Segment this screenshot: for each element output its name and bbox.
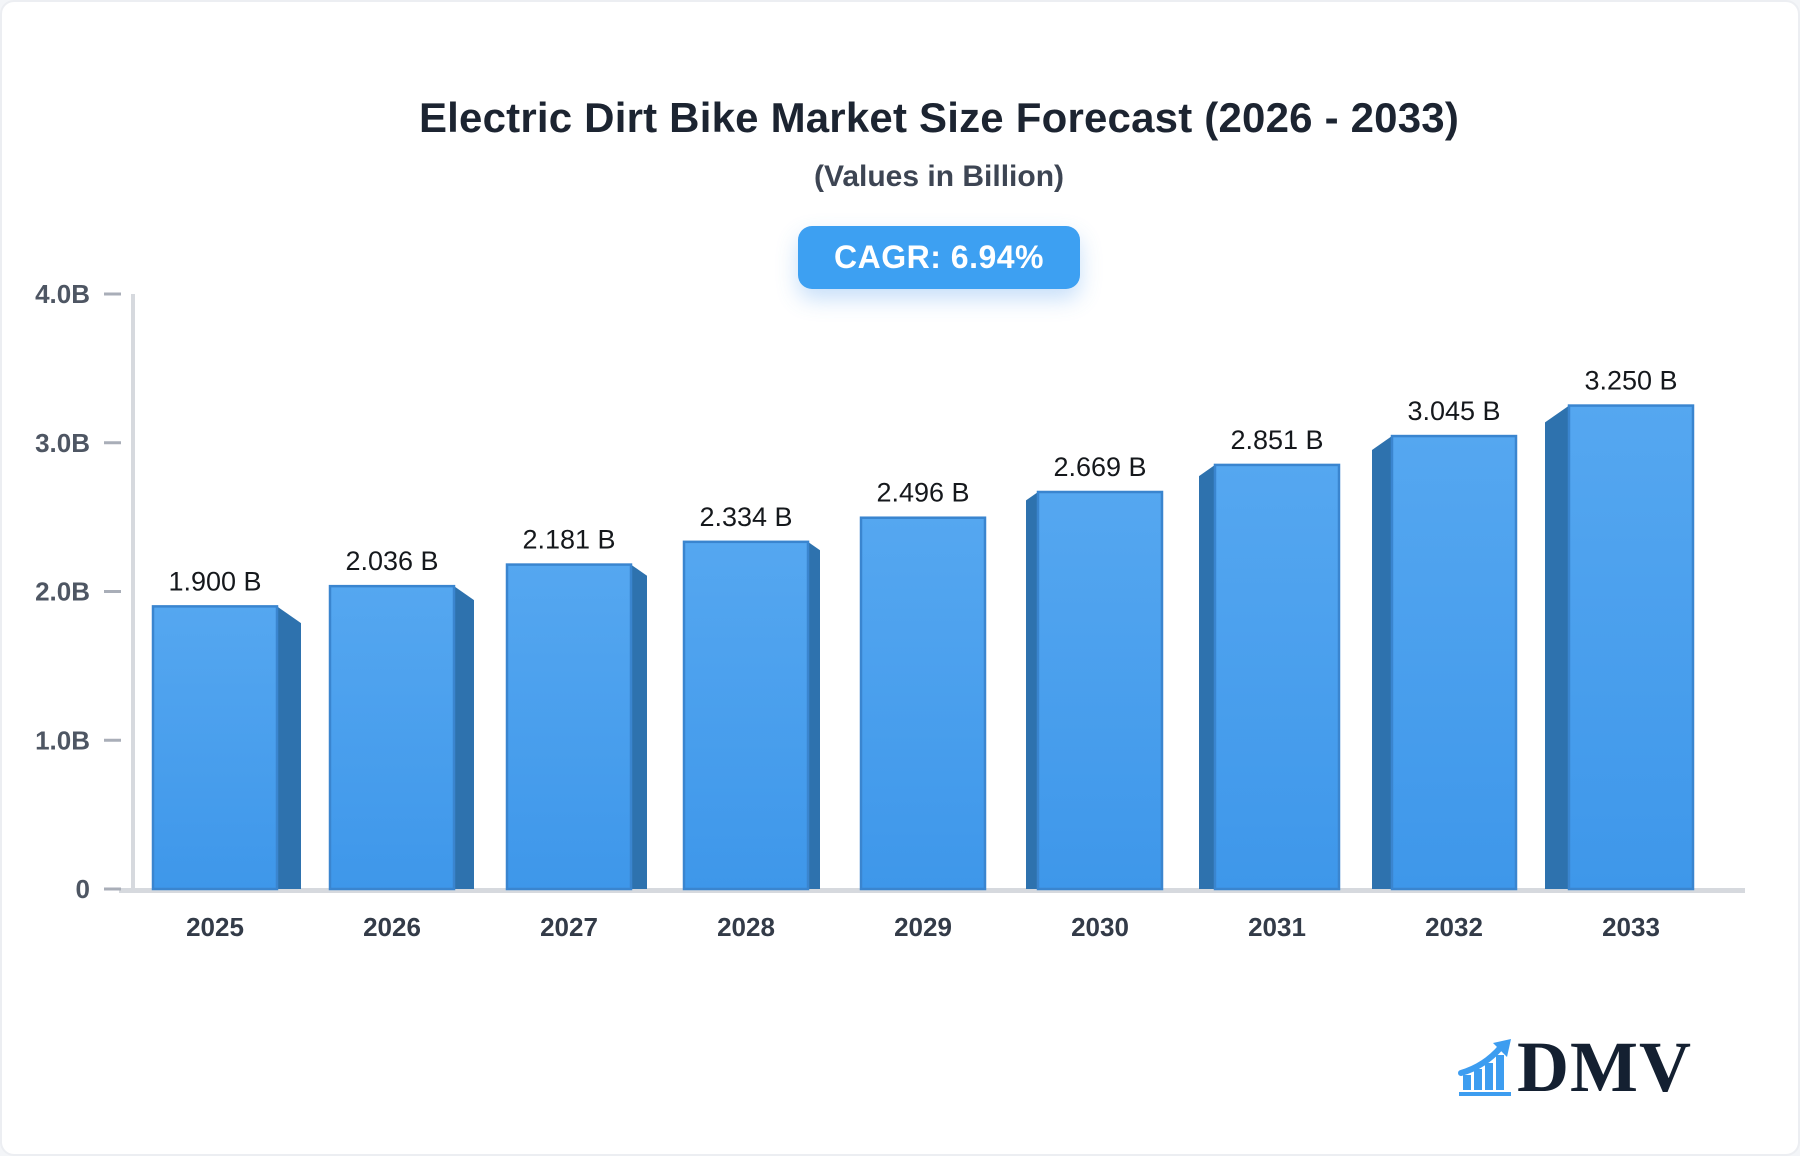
- bar-front-face: [328, 584, 456, 891]
- bar-value-label: 2.496 B: [876, 478, 969, 508]
- bar-value-label: 2.851 B: [1230, 425, 1323, 455]
- bar-front-face: [859, 516, 987, 891]
- bar-front-face: [505, 563, 633, 891]
- chart-subtitle: (Values in Billion): [813, 160, 1065, 193]
- x-axis-label: 2028: [717, 912, 775, 942]
- bar-front-face: [1036, 490, 1164, 891]
- x-axis-label: 2030: [1071, 912, 1129, 942]
- bar-2033: [1545, 404, 1695, 891]
- x-axis-label: 2025: [186, 912, 244, 942]
- bar-side-face: [1199, 464, 1215, 889]
- bar-2031: [1199, 463, 1341, 891]
- bar-value-label: 2.669 B: [1053, 452, 1146, 482]
- bar-front-face: [682, 540, 810, 891]
- bar-value-label: 2.181 B: [522, 525, 615, 555]
- y-axis-tick-label: 1.0B: [35, 725, 90, 755]
- bar-2025: [151, 605, 301, 891]
- bar-side-face: [808, 541, 820, 889]
- axes-layer: 0 1.0B 2.0B 3.0B 4.0B: [35, 279, 1745, 904]
- y-axis-tick-label: 4.0B: [35, 279, 90, 309]
- bar-value-label: 3.045 B: [1407, 396, 1500, 426]
- labels-layer: 1.900 B 2025 2.036 B 2026 2.181 B 2027 2.334 B…: [168, 366, 1677, 942]
- bar-front-face: [1213, 463, 1341, 891]
- x-axis-label: 2032: [1425, 912, 1483, 942]
- bar-2028: [682, 540, 820, 891]
- bar-value-label: 3.250 B: [1584, 366, 1677, 396]
- bar-value-label: 1.900 B: [168, 566, 261, 596]
- x-axis-label: 2031: [1248, 912, 1306, 942]
- bar-2027: [505, 563, 647, 891]
- bar-value-label: 2.334 B: [699, 502, 792, 532]
- bar-side-face: [454, 586, 474, 889]
- cagr-badge-row: CAGR: 6.94%: [133, 226, 1745, 289]
- bar-side-face: [631, 564, 647, 889]
- bar-front-face: [1567, 404, 1695, 891]
- x-axis-label: 2026: [363, 912, 421, 942]
- x-axis-label: 2033: [1602, 912, 1660, 942]
- bar-side-face: [1372, 436, 1392, 889]
- x-axis-label: 2027: [540, 912, 598, 942]
- cagr-badge: CAGR: 6.94%: [798, 226, 1080, 289]
- bar-side-face: [1026, 491, 1038, 889]
- brand-logo: DMV: [1457, 1027, 1692, 1107]
- y-axis-tick-label: 3.0B: [35, 428, 90, 458]
- y-axis-tick-label: 2.0B: [35, 577, 90, 607]
- bar-value-label: 2.036 B: [345, 546, 438, 576]
- chart-title: Electric Dirt Bike Market Size Forecast …: [418, 94, 1460, 141]
- bar-2030: [1026, 490, 1164, 891]
- bar-2032: [1372, 434, 1518, 891]
- bars-layer: [151, 404, 1695, 891]
- bar-front-face: [151, 605, 279, 891]
- bar-2026: [328, 584, 474, 891]
- bar-side-face: [1545, 405, 1569, 889]
- y-axis-tick-label: 0: [76, 874, 90, 904]
- bar-side-face: [277, 606, 301, 889]
- bar-front-face: [1390, 434, 1518, 891]
- x-axis-label: 2029: [894, 912, 952, 942]
- bar-chart-arrow-icon: [1458, 1039, 1511, 1097]
- bar-2029: [859, 516, 987, 891]
- brand-logo-text: DMV: [1517, 1027, 1692, 1107]
